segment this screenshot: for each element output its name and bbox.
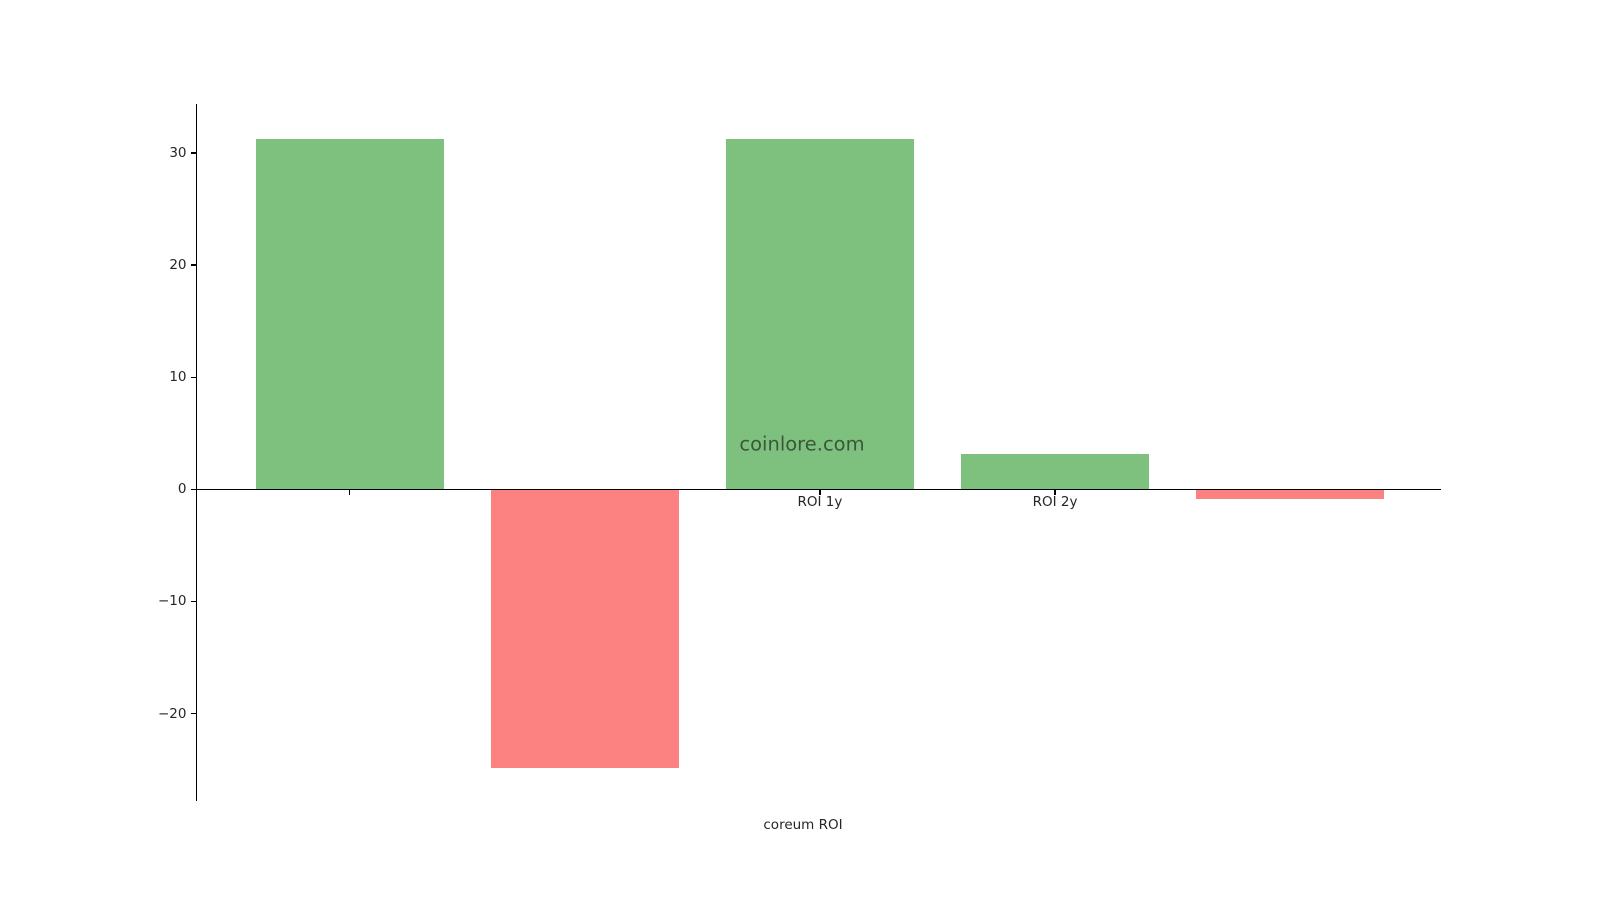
y-tick-mark bbox=[191, 600, 196, 603]
bar bbox=[725, 138, 914, 489]
y-tick-label: −20 bbox=[158, 705, 187, 722]
bar bbox=[1196, 488, 1385, 499]
y-tick-label: 20 bbox=[169, 257, 187, 274]
x-axis-title: coreum ROI bbox=[763, 817, 843, 833]
bar bbox=[961, 453, 1149, 489]
x-tick-mark bbox=[1054, 488, 1056, 495]
watermark-text: coinlore.com bbox=[739, 432, 865, 456]
x-axis-zero-line bbox=[195, 488, 1441, 491]
y-tick-mark bbox=[191, 264, 196, 266]
y-tick-mark bbox=[191, 488, 196, 491]
bar bbox=[255, 138, 444, 489]
bar bbox=[490, 488, 679, 768]
x-tick-label: ROI 1y bbox=[797, 494, 843, 511]
x-tick-mark bbox=[349, 488, 351, 495]
x-tick-label: ROI 2y bbox=[1032, 494, 1078, 511]
x-tick-mark bbox=[819, 488, 821, 495]
y-tick-label: −10 bbox=[158, 593, 187, 610]
y-tick-mark bbox=[191, 712, 196, 715]
y-tick-mark bbox=[191, 152, 196, 154]
y-tick-label: 30 bbox=[169, 145, 187, 162]
y-tick-mark bbox=[191, 376, 196, 378]
y-tick-label: 10 bbox=[169, 369, 187, 386]
y-axis-spine bbox=[195, 104, 197, 802]
y-tick-label: 0 bbox=[177, 481, 187, 498]
